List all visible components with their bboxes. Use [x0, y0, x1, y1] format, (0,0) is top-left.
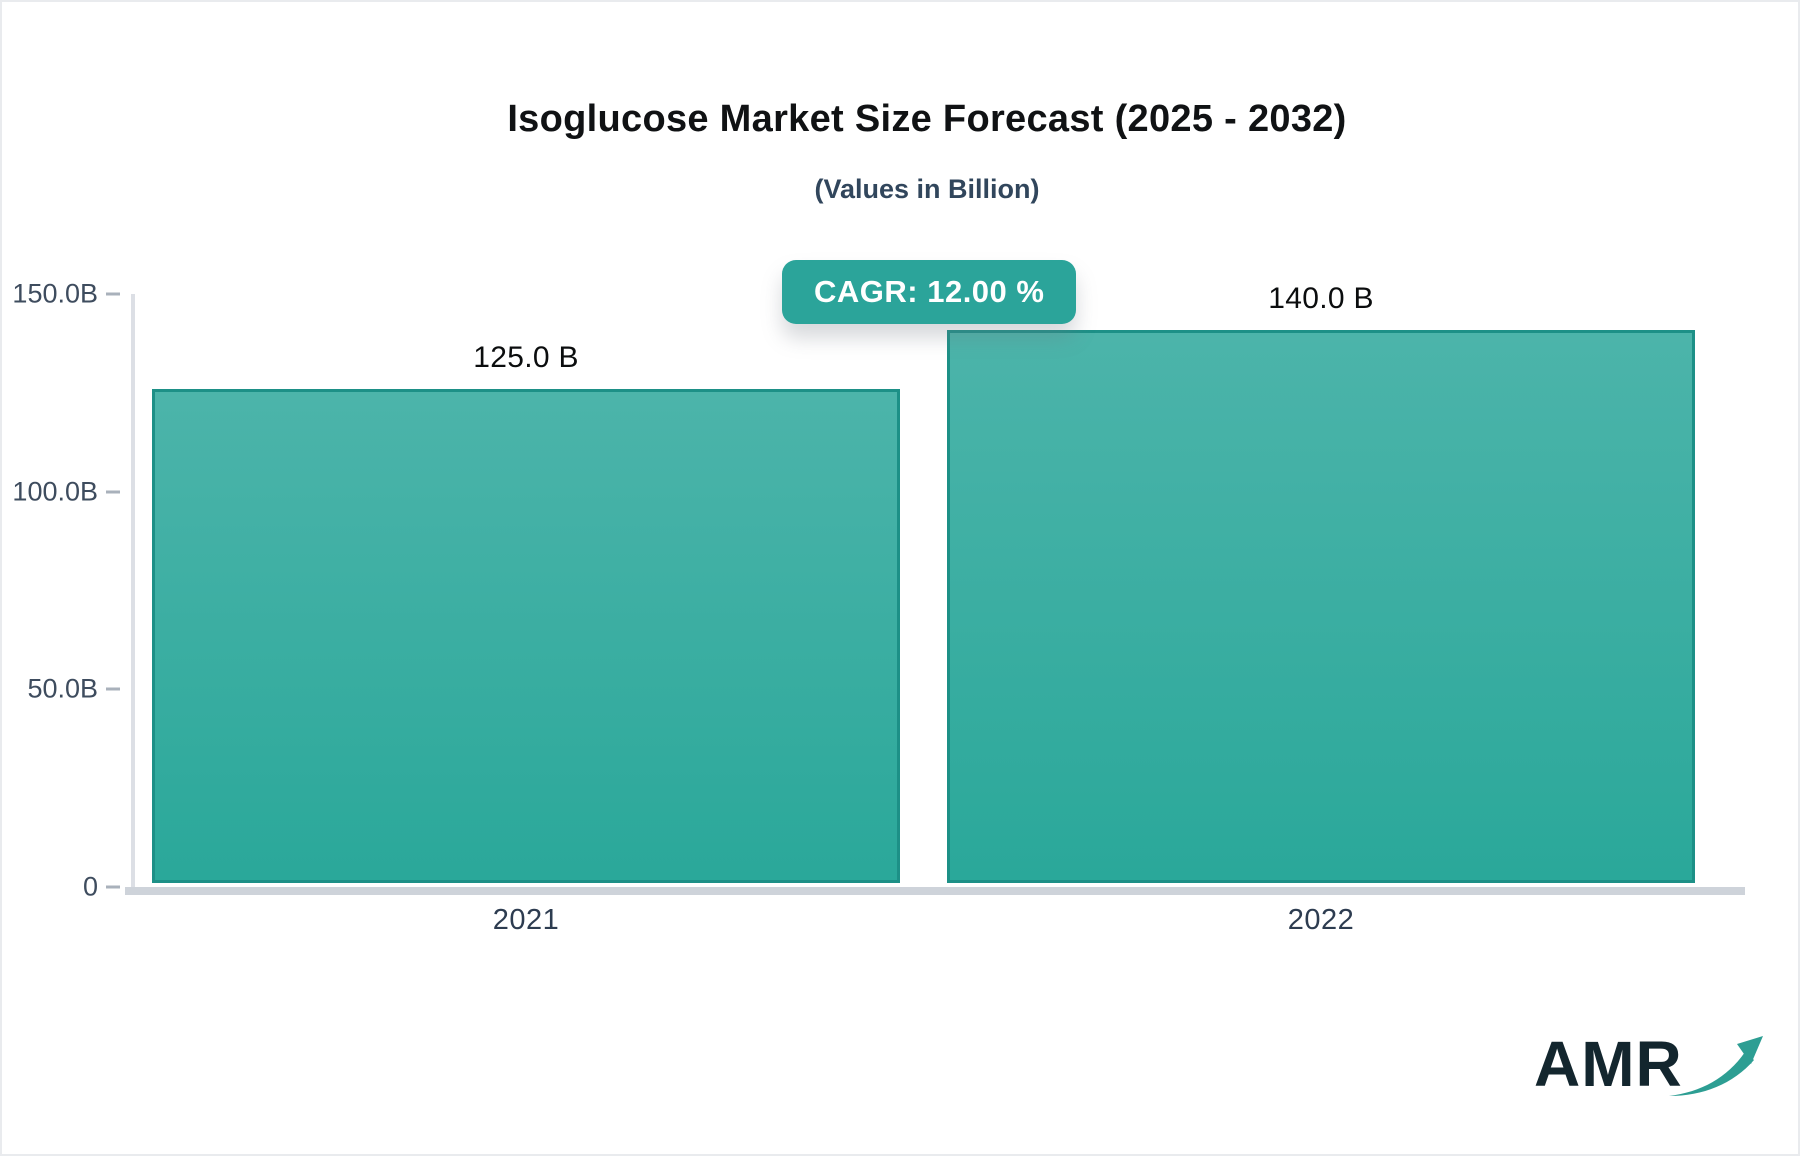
trend-arrow-icon — [1668, 1036, 1763, 1096]
logo-text: AMR — [1534, 1028, 1683, 1100]
y-axis-line — [131, 294, 135, 895]
bar-2021 — [152, 388, 900, 883]
x-axis-baseline — [125, 887, 1745, 895]
y-tick-mark — [106, 885, 120, 889]
bar-group-2022: 140.0 B — [947, 282, 1695, 883]
y-tick-label: 100.0B — [12, 476, 98, 507]
bar-2022 — [947, 329, 1695, 883]
amr-logo: AMR — [1534, 1032, 1771, 1106]
y-tick-label: 0 — [82, 871, 98, 902]
x-axis-label-2021: 2021 — [492, 904, 560, 936]
x-axis-label-2022: 2022 — [1287, 904, 1355, 936]
y-tick-label: 50.0B — [27, 673, 98, 704]
bar-value-label: 125.0 B — [473, 340, 579, 374]
bar-group-2021: 125.0 B — [152, 341, 900, 883]
bar-value-label: 140.0 B — [1268, 281, 1374, 315]
cagr-badge: CAGR: 12.00 % — [782, 260, 1077, 324]
y-tick-mark — [106, 687, 120, 691]
chart-title: Isoglucose Market Size Forecast (2025 - … — [507, 98, 1347, 140]
chart-subtitle: (Values in Billion) — [814, 174, 1040, 204]
y-tick-label: 150.0B — [12, 278, 98, 309]
y-tick-mark — [106, 490, 120, 494]
y-tick-mark — [106, 292, 120, 296]
